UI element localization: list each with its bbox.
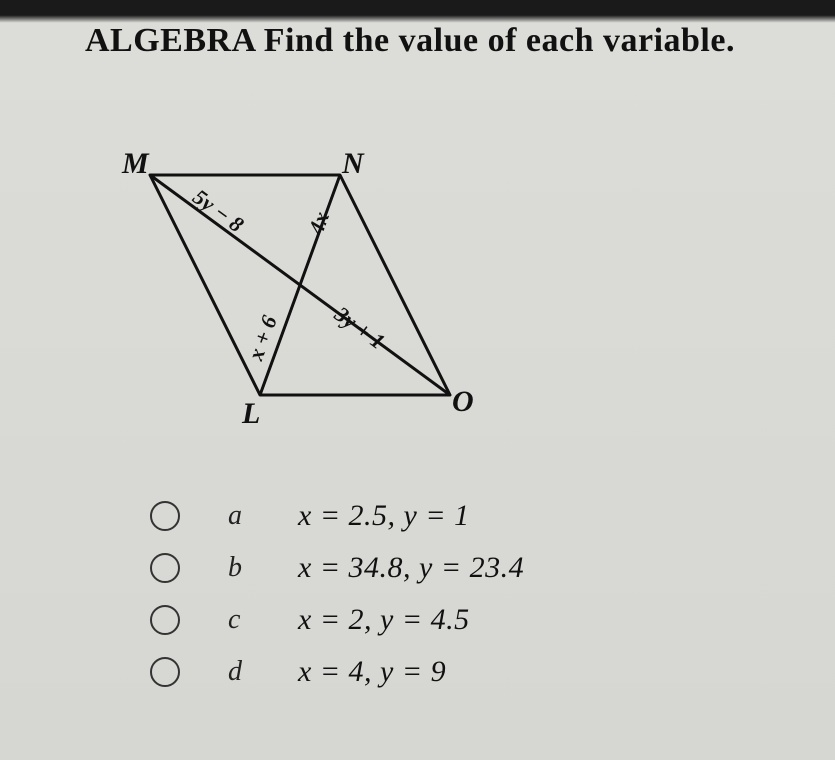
parallelogram-figure: M N L O 5y − 8 4x x + 6 3y + 1 xyxy=(140,165,490,430)
choice-letter: b xyxy=(228,552,268,584)
choice-text: x = 2, y = 4.5 xyxy=(298,603,470,637)
heading-prefix: ALGEBRA xyxy=(85,22,255,59)
choice-letter: c xyxy=(228,604,268,636)
vertex-N: N xyxy=(342,147,364,181)
choice-d[interactable]: d x = 4, y = 9 xyxy=(150,646,650,698)
answer-choices: a x = 2.5, y = 1 b x = 34.8, y = 23.4 c … xyxy=(150,490,650,698)
radio-icon[interactable] xyxy=(150,553,180,583)
radio-icon[interactable] xyxy=(150,605,180,635)
radio-icon[interactable] xyxy=(150,657,180,687)
choice-c[interactable]: c x = 2, y = 4.5 xyxy=(150,594,650,646)
radio-icon[interactable] xyxy=(150,501,180,531)
choice-b[interactable]: b x = 34.8, y = 23.4 xyxy=(150,542,650,594)
choice-letter: d xyxy=(228,656,268,688)
choice-text: x = 2.5, y = 1 xyxy=(298,499,470,533)
vertex-M: M xyxy=(122,147,149,181)
vertex-L: L xyxy=(242,397,260,431)
vertex-O: O xyxy=(452,385,474,419)
choice-text: x = 34.8, y = 23.4 xyxy=(298,551,524,585)
question-heading: ALGEBRA Find the value of each variable. xyxy=(85,22,735,60)
choice-a[interactable]: a x = 2.5, y = 1 xyxy=(150,490,650,542)
choice-text: x = 4, y = 9 xyxy=(298,655,446,689)
choice-letter: a xyxy=(228,500,268,532)
heading-rest: Find the value of each variable. xyxy=(255,22,735,59)
